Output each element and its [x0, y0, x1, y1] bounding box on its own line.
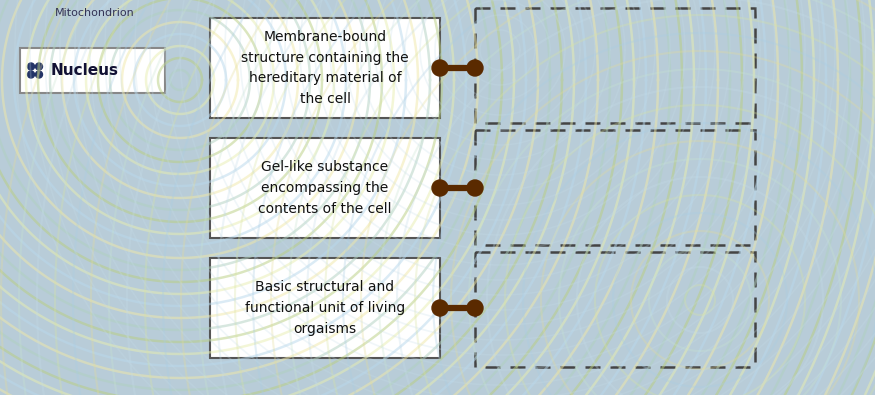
- Bar: [475, 252, 755, 367]
- Circle shape: [27, 63, 34, 70]
- Text: Gel-like substance
encompassing the
contents of the cell: Gel-like substance encompassing the cont…: [258, 160, 392, 216]
- Circle shape: [432, 60, 448, 76]
- Circle shape: [467, 300, 483, 316]
- Bar: [210, 138, 440, 238]
- Bar: [210, 258, 440, 358]
- Bar: [20, 48, 165, 93]
- Circle shape: [467, 180, 483, 196]
- Circle shape: [432, 180, 448, 196]
- Text: Membrane-bound
structure containing the
hereditary material of
the cell: Membrane-bound structure containing the …: [242, 30, 409, 106]
- Circle shape: [27, 71, 34, 78]
- Bar: [475, 130, 755, 245]
- Text: Mitochondrion: Mitochondrion: [55, 8, 135, 18]
- Text: Nucleus: Nucleus: [51, 63, 119, 78]
- Circle shape: [36, 71, 43, 78]
- Bar: [475, 8, 755, 123]
- Circle shape: [432, 300, 448, 316]
- Circle shape: [467, 60, 483, 76]
- Circle shape: [36, 63, 43, 70]
- Text: Basic structural and
functional unit of living
orgaisms: Basic structural and functional unit of …: [245, 280, 405, 336]
- Bar: [210, 18, 440, 118]
